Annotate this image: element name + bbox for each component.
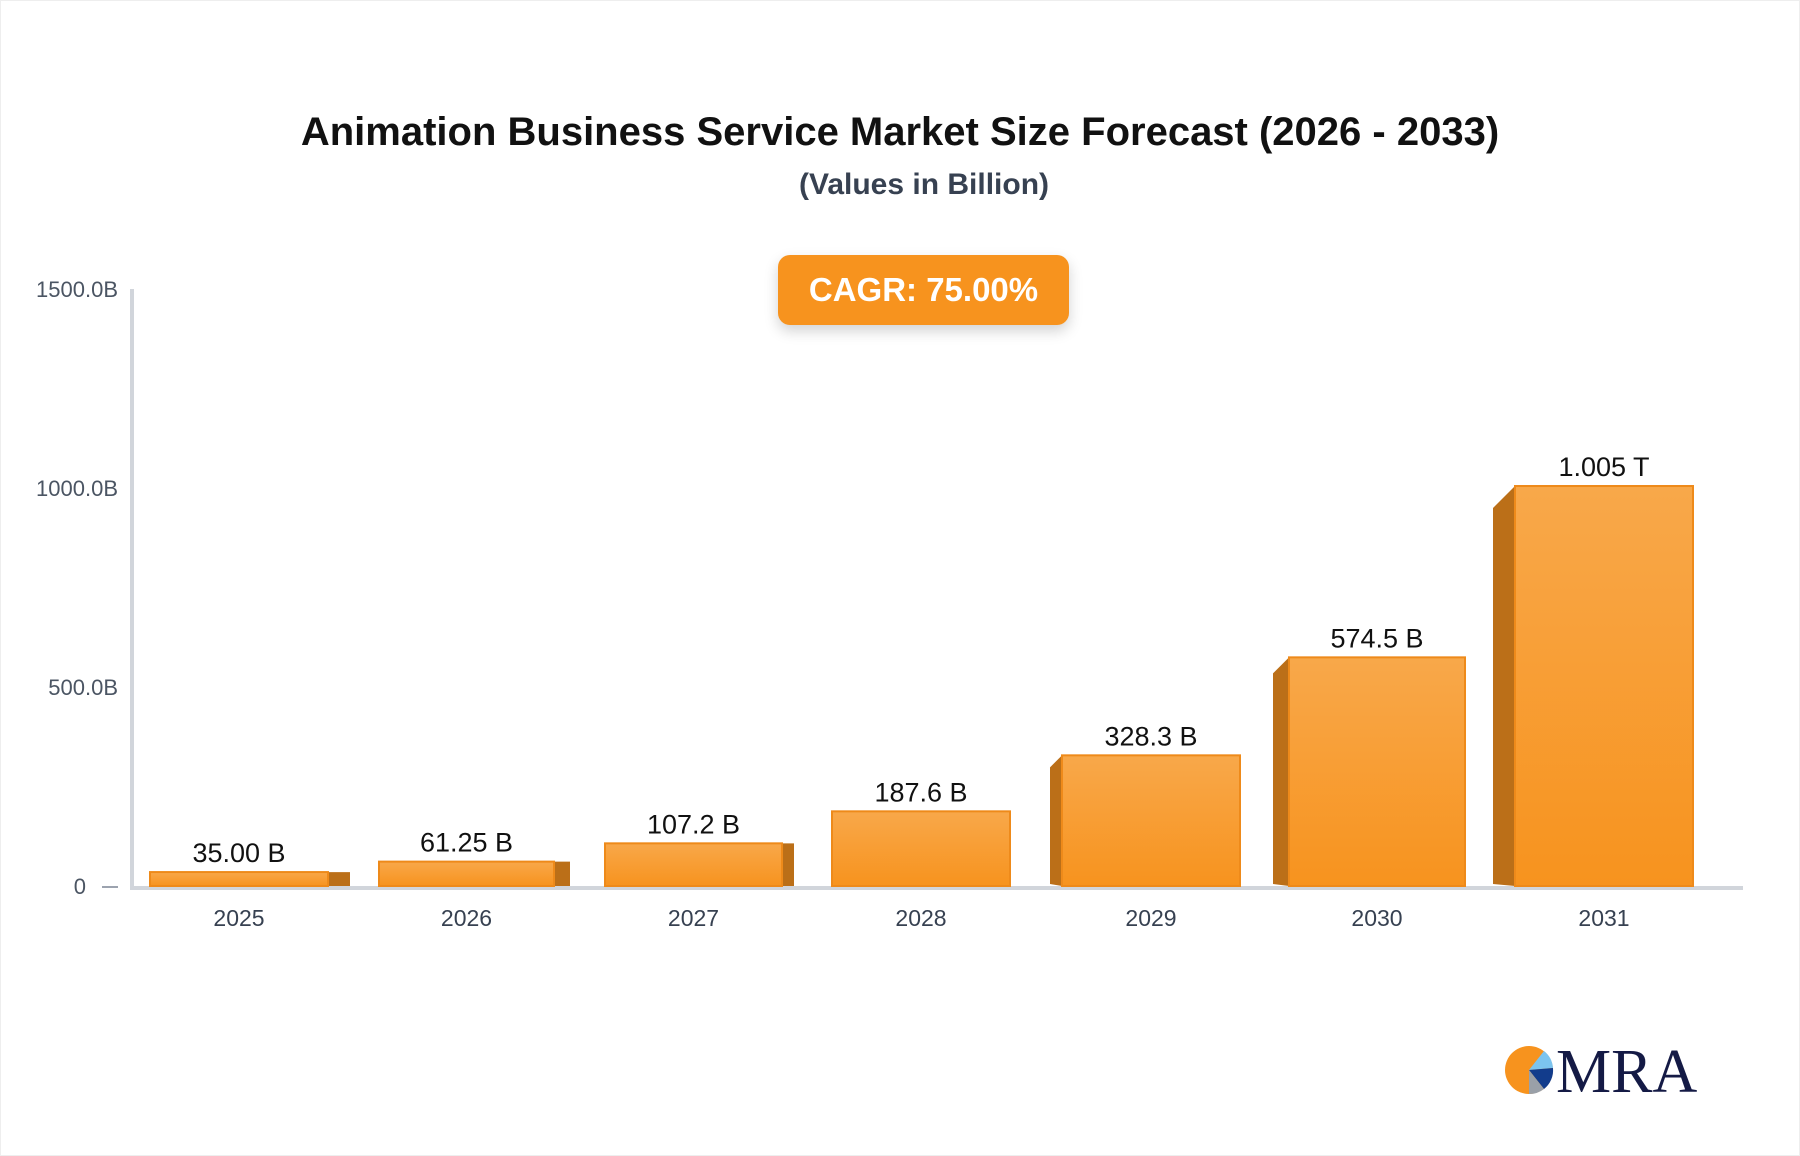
bar-side bbox=[328, 872, 350, 886]
bar-2030 bbox=[1288, 656, 1466, 887]
y-tick-label: 1500.0B bbox=[36, 277, 118, 302]
bar-2027 bbox=[604, 842, 783, 888]
chart-subtitle: (Values in Billion) bbox=[798, 168, 1050, 201]
bar-side bbox=[1273, 657, 1289, 886]
bar-side bbox=[554, 861, 570, 886]
mra-logo: MRA bbox=[1505, 1040, 1697, 1100]
y-tick-label: 0 bbox=[74, 874, 86, 899]
value-label: 574.5 B bbox=[1330, 623, 1423, 653]
x-tick-label: 2030 bbox=[1351, 905, 1402, 931]
x-tick-label: 2029 bbox=[1125, 905, 1176, 931]
bar-2031 bbox=[1514, 485, 1694, 887]
value-label: 61.25 B bbox=[420, 828, 513, 858]
x-tick-label: 2025 bbox=[213, 905, 264, 931]
bar-2025 bbox=[149, 871, 329, 888]
value-label: 328.3 B bbox=[1104, 721, 1197, 751]
bar-2026 bbox=[378, 860, 555, 887]
value-label: 35.00 B bbox=[192, 838, 285, 868]
x-tick-label: 2027 bbox=[668, 905, 719, 931]
bar-2029 bbox=[1061, 754, 1241, 888]
value-label: 107.2 B bbox=[647, 809, 740, 839]
x-tick-label: 2026 bbox=[441, 905, 492, 931]
cagr-badge: CAGR: 75.00% bbox=[778, 255, 1069, 325]
logo-text: MRA bbox=[1556, 1040, 1697, 1100]
x-tick-label: 2031 bbox=[1578, 905, 1629, 931]
chart-title: Animation Business Service Market Size F… bbox=[300, 110, 1500, 154]
x-tick-label: 2028 bbox=[895, 905, 946, 931]
bar-2028 bbox=[831, 810, 1011, 888]
bar-side bbox=[782, 843, 794, 886]
value-label: 1.005 T bbox=[1558, 452, 1649, 482]
bar-side bbox=[1050, 755, 1062, 886]
bar-side bbox=[1493, 486, 1515, 886]
y-tick-label: 500.0B bbox=[48, 675, 118, 700]
value-label: 187.6 B bbox=[874, 777, 967, 807]
y-tick-label: 1000.0B bbox=[36, 476, 118, 501]
